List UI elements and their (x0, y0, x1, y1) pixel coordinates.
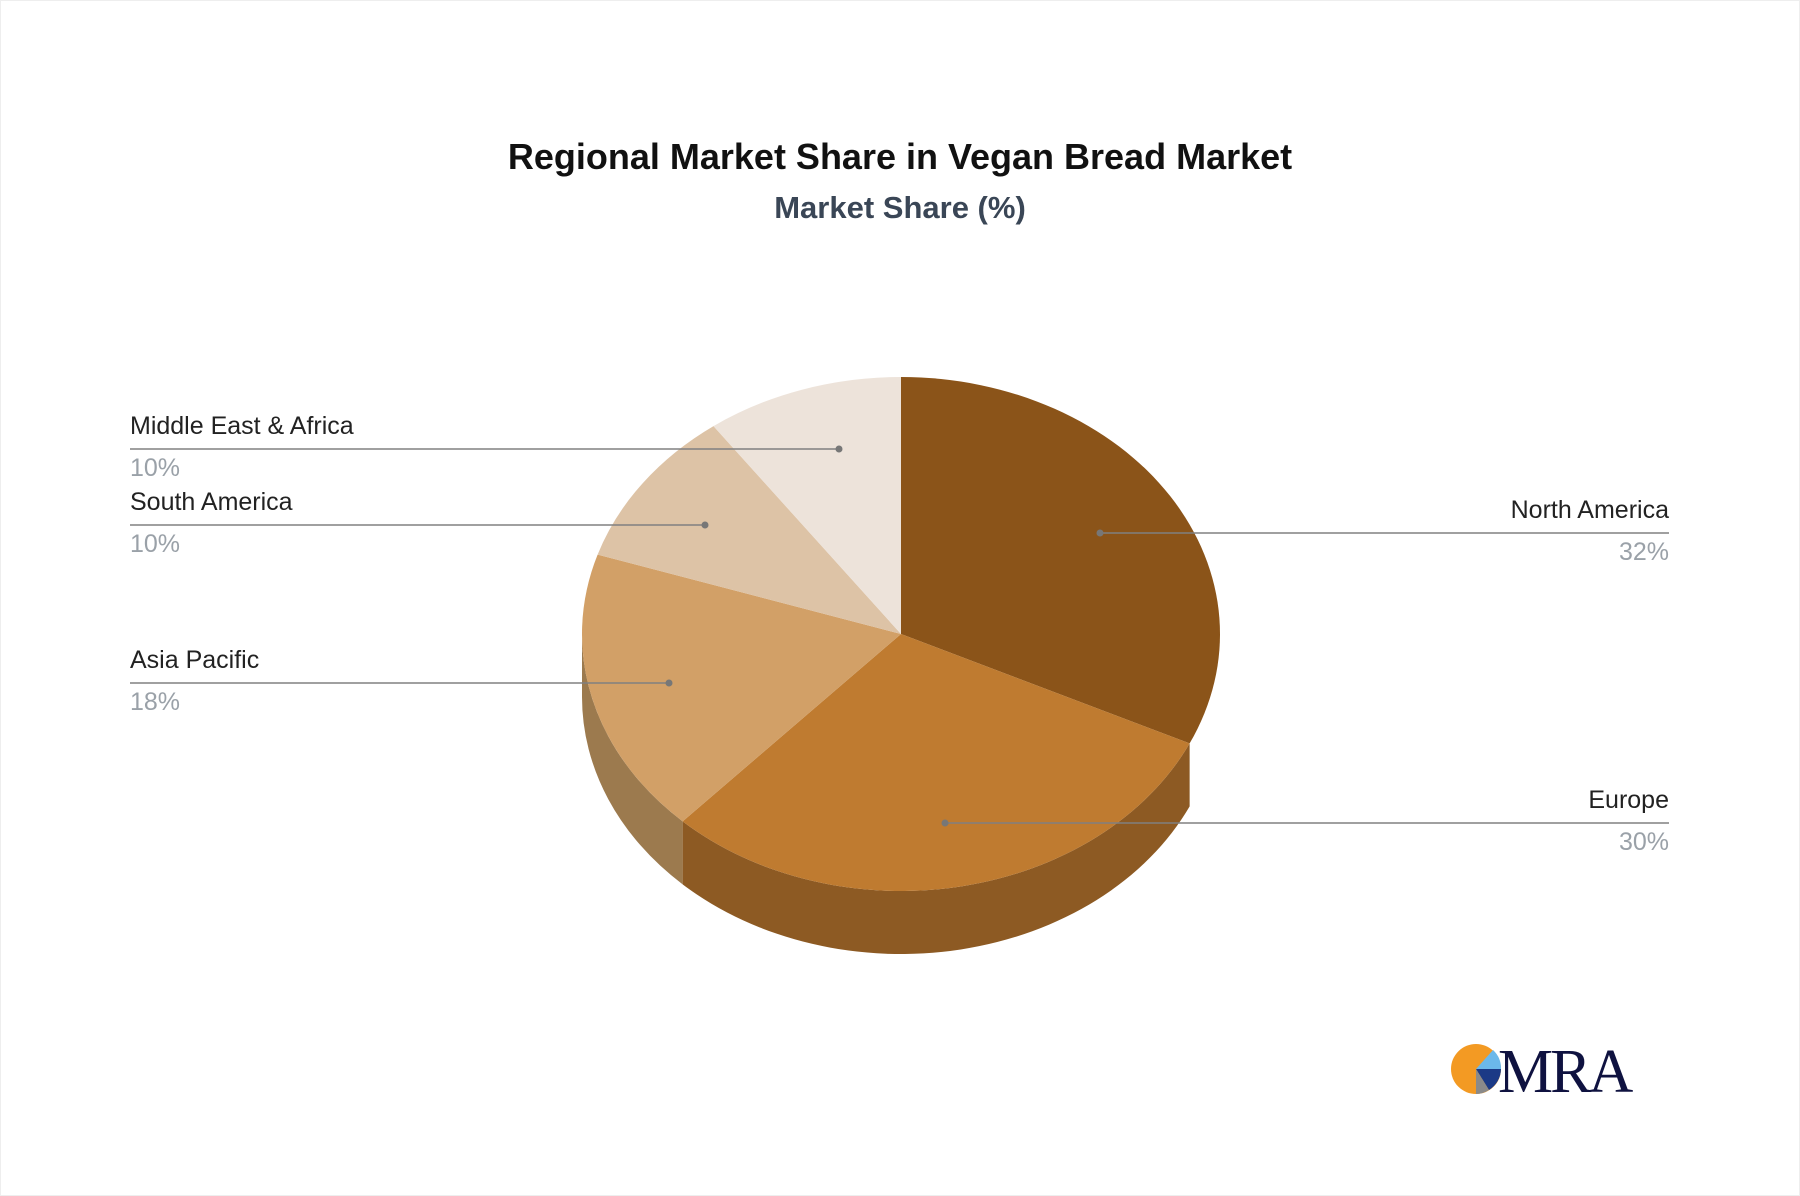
chart-subtitle: Market Share (%) (774, 190, 1026, 225)
label-europe: Europe (1588, 786, 1669, 814)
chart-title: Regional Market Share in Vegan Bread Mar… (507, 136, 1293, 177)
slice-side-europe (682, 743, 1190, 954)
value-middle-east-africa: 10% (130, 454, 181, 482)
leader-dot-europe (941, 819, 949, 827)
pie-slices (582, 377, 1220, 891)
label-south-america: South America (130, 488, 293, 516)
slice-asia-pacific[interactable] (582, 554, 901, 822)
slice-south-america[interactable] (597, 426, 901, 634)
label-asia-pacific: Asia Pacific (130, 646, 260, 674)
slice-north-america[interactable] (901, 377, 1220, 744)
value-asia-pacific: 18% (130, 688, 181, 716)
leader-dot-south-america (701, 521, 709, 529)
value-south-america: 10% (130, 530, 181, 558)
slice-europe[interactable] (682, 634, 1190, 891)
value-europe: 30% (1618, 828, 1669, 856)
leader-dot-asia-pacific (665, 679, 673, 687)
slice-middle-east-africa[interactable] (713, 377, 901, 634)
leader-dot-middle-east-africa (835, 445, 843, 453)
svg-text:MRA: MRA (1498, 1040, 1633, 1100)
label-middle-east-africa: Middle East & Africa (130, 412, 354, 440)
leader-dot-north-america (1096, 529, 1104, 537)
mra-logo: MRA (1448, 1038, 1648, 1106)
pie-sides (582, 634, 1190, 954)
mra-logo-icon: MRA (1451, 1038, 1636, 1106)
leader-lines (130, 445, 1669, 827)
label-north-america: North America (1510, 496, 1669, 524)
value-north-america: 32% (1618, 538, 1669, 566)
slice-side-asia-pacific (582, 634, 683, 885)
